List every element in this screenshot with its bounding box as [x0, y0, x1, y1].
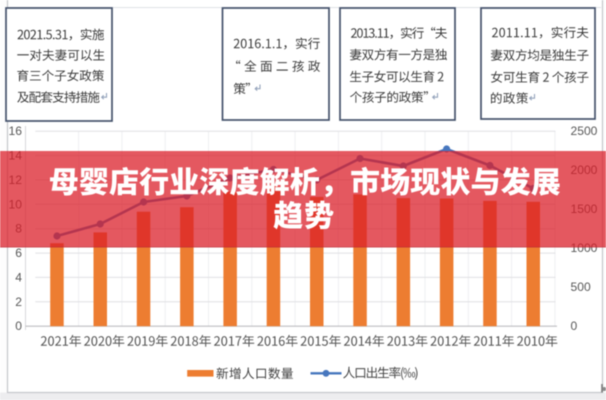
svg-text:4: 4 — [15, 270, 22, 284]
svg-text:16: 16 — [9, 124, 23, 138]
svg-text:500: 500 — [571, 280, 591, 294]
svg-text:2: 2 — [15, 295, 22, 309]
svg-text:2500: 2500 — [571, 124, 598, 138]
svg-text:6: 6 — [15, 246, 22, 260]
svg-text:0: 0 — [571, 319, 578, 333]
svg-text:0: 0 — [15, 319, 22, 333]
